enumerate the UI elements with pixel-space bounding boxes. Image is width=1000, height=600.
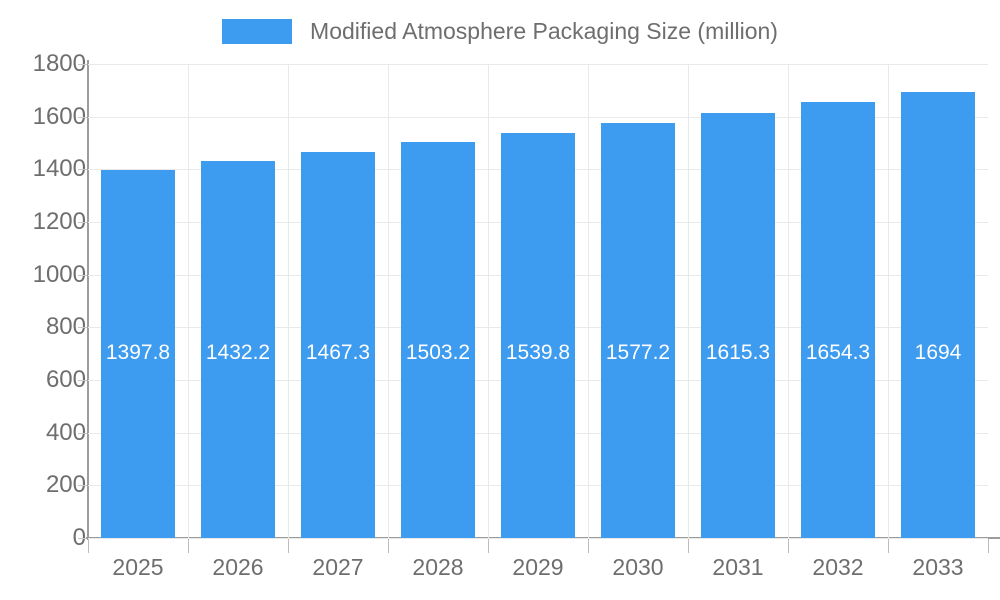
bar[interactable] — [301, 151, 375, 538]
y-axis-tick-mark — [78, 64, 88, 65]
x-axis-tick-mark — [688, 539, 689, 553]
x-axis-tick-label: 2025 — [112, 554, 164, 580]
x-axis-tick-mark — [588, 539, 589, 553]
chart-legend: Modified Atmosphere Packaging Size (mill… — [0, 14, 1000, 48]
gridline-vertical — [388, 64, 389, 538]
bar[interactable] — [101, 169, 175, 538]
x-axis-tick-label: 2029 — [512, 554, 564, 580]
y-axis-tick-mark — [78, 116, 88, 118]
x-axis-tick-label: 2031 — [712, 554, 764, 580]
gridline-vertical — [788, 64, 789, 538]
bar[interactable] — [501, 132, 575, 538]
x-axis-tick-mark — [788, 539, 789, 553]
gridline-horizontal — [88, 116, 988, 118]
x-axis-tick-label: 2028 — [412, 554, 464, 580]
y-axis: 0 200 400 600 800 1000 1200 1400 1600 1800 — [0, 0, 88, 600]
bar[interactable] — [701, 112, 775, 538]
x-axis-tick-label: 2033 — [912, 554, 964, 580]
y-axis-tick-label: 400 — [45, 418, 86, 446]
bar[interactable] — [401, 142, 475, 538]
legend-entry[interactable]: Modified Atmosphere Packaging Size (mill… — [222, 17, 778, 44]
gridline-vertical — [688, 64, 689, 538]
gridline-horizontal — [88, 64, 988, 65]
y-axis-tick-label: 0 — [72, 524, 86, 551]
y-axis-tick-mark — [78, 432, 88, 434]
x-axis-tick-mark — [88, 539, 89, 553]
y-axis-tick-label: 1800 — [32, 50, 86, 77]
plot-area: 1397.8 1432.2 1467.3 1503.2 1539.8 1577.2 1615… — [88, 64, 988, 539]
y-axis-tick-label: 1200 — [32, 208, 86, 235]
x-axis-tick-mark — [188, 539, 189, 553]
x-axis-tick-mark — [488, 539, 489, 553]
y-axis-tick-mark — [78, 169, 88, 171]
bar[interactable] — [901, 91, 975, 538]
gridline-vertical — [588, 64, 589, 538]
gridline-vertical — [188, 64, 189, 538]
y-axis-tick-label: 600 — [45, 366, 86, 393]
x-axis-tick-label: 2032 — [812, 554, 864, 580]
x-axis-tick-mark — [988, 539, 989, 553]
y-axis-tick-label: 1400 — [32, 155, 86, 183]
y-axis-line — [87, 60, 89, 540]
gridline-vertical — [288, 64, 289, 538]
legend-label: Modified Atmosphere Packaging Size (mill… — [310, 17, 778, 44]
y-axis-tick-mark — [78, 485, 88, 487]
y-axis-tick-label: 1000 — [32, 260, 86, 288]
y-axis-tick-mark — [78, 222, 88, 223]
x-axis-tick-mark — [288, 539, 289, 553]
y-axis-tick-label: 800 — [45, 313, 86, 341]
y-axis-tick-mark — [78, 327, 88, 329]
y-axis-tick-label: 200 — [45, 471, 86, 499]
x-axis-tick-label: 2027 — [312, 554, 364, 580]
y-axis-tick-mark — [78, 274, 88, 276]
y-axis-tick-label: 1600 — [32, 102, 86, 130]
x-axis-tick-label: 2030 — [612, 554, 664, 580]
legend-swatch-icon — [222, 18, 293, 44]
bar[interactable] — [201, 160, 275, 538]
gridline-vertical — [888, 64, 889, 538]
y-axis-tick-mark — [78, 380, 88, 381]
bar[interactable] — [601, 122, 675, 538]
x-axis-tick-label: 2026 — [212, 554, 264, 580]
y-axis-tick-mark — [78, 538, 88, 539]
x-axis-tick-mark — [388, 539, 389, 553]
gridline-horizontal — [88, 538, 988, 539]
bar[interactable] — [801, 102, 875, 538]
gridline-vertical — [488, 64, 489, 538]
x-axis-tick-mark — [888, 539, 889, 553]
